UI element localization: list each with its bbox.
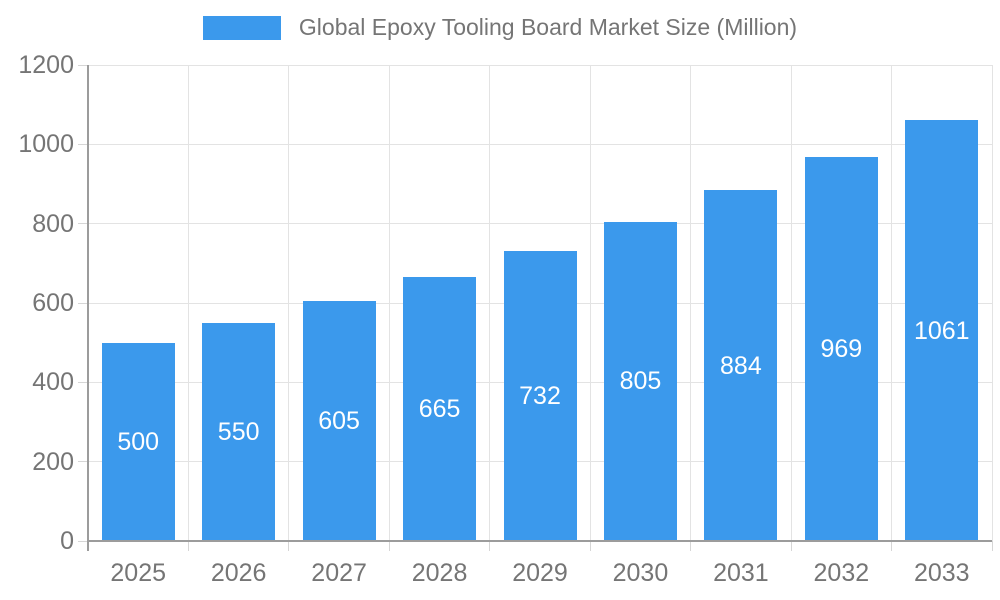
y-tick-label: 200 [32, 447, 74, 476]
y-tick-label: 0 [60, 527, 74, 555]
y-tick [78, 540, 88, 542]
x-tick [288, 541, 290, 551]
x-tick [991, 541, 993, 551]
gridline-v [589, 65, 591, 541]
gridline-v [991, 65, 993, 541]
bar-value-label: 732 [519, 381, 561, 410]
gridline-v [288, 65, 290, 541]
y-tick-label: 600 [32, 289, 74, 317]
y-tick-label: 400 [32, 368, 74, 397]
legend-swatch [202, 15, 281, 40]
x-tick-label: 2032 [813, 559, 870, 587]
bar [101, 342, 175, 541]
gridline-v [790, 65, 792, 541]
bar-value-label: 665 [418, 395, 461, 424]
x-tick-label: 2027 [311, 559, 367, 587]
gridline-h [88, 64, 992, 66]
bar-value-label: 1061 [913, 316, 970, 345]
x-tick [489, 541, 491, 551]
x-tick-label: 2025 [110, 559, 167, 587]
x-tick-label: 2029 [512, 559, 568, 587]
bar [704, 190, 778, 541]
x-tick [790, 541, 792, 551]
bar [202, 322, 276, 541]
y-tick-label: 800 [32, 209, 74, 238]
bar [905, 120, 979, 541]
bar-value-label: 605 [318, 407, 360, 435]
bar [804, 156, 878, 541]
bar [403, 277, 477, 541]
x-tick [388, 541, 390, 551]
bar-value-label: 500 [117, 427, 160, 456]
gridline-v [489, 65, 491, 541]
bar [603, 221, 677, 541]
y-tick [78, 302, 88, 304]
y-tick [78, 223, 88, 225]
y-tick [78, 461, 88, 463]
x-tick-label: 2031 [713, 559, 769, 587]
legend-label: Global Epoxy Tooling Board Market Size (… [298, 14, 798, 40]
y-tick [78, 64, 88, 66]
y-tick [78, 143, 88, 145]
y-tick [78, 381, 88, 383]
y-tick-label: 1000 [18, 130, 74, 159]
x-tick-label: 2030 [612, 559, 669, 587]
bar-value-label: 969 [820, 334, 863, 363]
x-tick [589, 541, 591, 551]
gridline-h [88, 223, 992, 225]
gridline-v [891, 65, 893, 541]
bar-value-label: 805 [619, 367, 662, 396]
x-tick [690, 541, 692, 551]
bar [302, 301, 376, 541]
y-tick-label: 1200 [18, 51, 74, 79]
x-tick-label: 2028 [411, 559, 468, 587]
gridline-v [187, 65, 189, 541]
bar-value-label: 550 [217, 417, 260, 446]
bar-value-label: 884 [720, 351, 762, 380]
y-axis-line [87, 65, 89, 551]
gridline-v [388, 65, 390, 541]
x-tick [891, 541, 893, 551]
bar [503, 250, 577, 541]
gridline-h [88, 143, 992, 145]
x-axis-line [88, 540, 992, 542]
x-tick-label: 2033 [913, 559, 970, 587]
x-tick-label: 2026 [210, 559, 267, 587]
x-tick [187, 541, 189, 551]
gridline-v [690, 65, 692, 541]
chart-legend[interactable]: Global Epoxy Tooling Board Market Size (… [0, 14, 1000, 41]
